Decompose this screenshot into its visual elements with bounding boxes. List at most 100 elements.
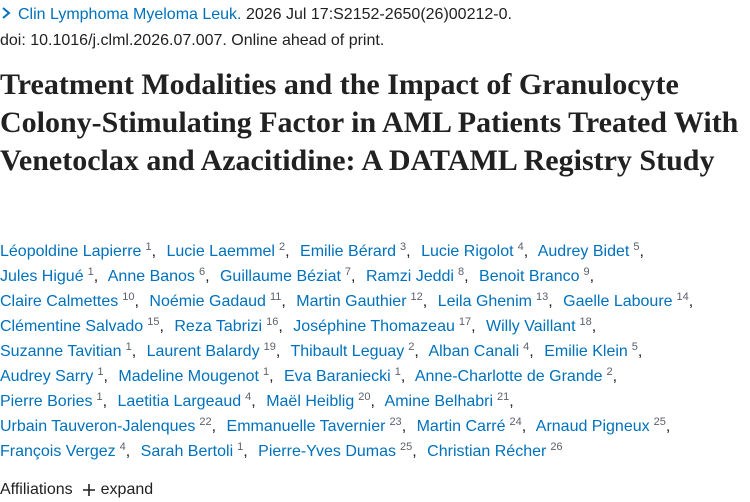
author-link[interactable]: Eva Baraniecki — [283, 368, 391, 385]
author-link[interactable]: Christian Récher — [427, 443, 547, 460]
affiliation-number[interactable]: 13 — [535, 291, 549, 303]
author-link[interactable]: Lucie Laemmel — [166, 243, 275, 260]
author-link[interactable]: Jules Higué — [0, 268, 84, 285]
author-link[interactable]: Gaelle Laboure — [563, 293, 673, 310]
author-link[interactable]: Laurent Balardy — [146, 343, 260, 360]
author-entry: Emilie Klein 5 — [544, 341, 648, 361]
author-link[interactable]: Amine Belhabri — [384, 393, 494, 410]
author-link[interactable]: Madeline Mougenot — [118, 368, 259, 385]
author-link[interactable]: Urbain Tauveron-Jalenques — [0, 418, 196, 435]
author-link[interactable]: Audrey Sarry — [0, 368, 94, 385]
author-link[interactable]: Guillaume Béziat — [219, 268, 341, 285]
author-entry: Anne-Charlotte de Grande 2 — [414, 366, 623, 386]
author-entry: Martin Gauthier 12 — [296, 291, 433, 311]
affiliation-number[interactable]: 1 — [145, 241, 152, 253]
author-entry: Madeline Mougenot 1 — [118, 366, 279, 386]
author-link[interactable]: Noémie Gadaud — [149, 293, 266, 310]
affiliation-number[interactable]: 1 — [87, 266, 94, 278]
affiliation-number[interactable]: 1 — [237, 441, 244, 453]
author-link[interactable]: Lucie Rigolot — [421, 243, 514, 260]
affiliation-number[interactable]: 5 — [633, 241, 640, 253]
author-link[interactable]: Thibault Leguay — [290, 343, 405, 360]
author-link[interactable]: Willy Vaillant — [486, 318, 576, 335]
author-link[interactable]: Arnaud Pigneux — [535, 418, 650, 435]
affiliation-number[interactable]: 4 — [119, 441, 126, 453]
affiliation-number[interactable]: 9 — [583, 266, 590, 278]
affiliation-number[interactable]: 15 — [147, 316, 160, 328]
author-link[interactable]: Emilie Klein — [544, 343, 628, 360]
author-link[interactable]: Joséphine Thomazeau — [293, 318, 455, 335]
affiliation-number[interactable]: 14 — [676, 291, 689, 303]
journal-link[interactable]: Clin Lymphoma Myeloma Leuk. — [18, 6, 242, 23]
author-link[interactable]: Benoit Branco — [479, 268, 580, 285]
author-link[interactable]: Laetitia Largeaud — [117, 393, 242, 410]
author-link[interactable]: Martin Gauthier — [296, 293, 407, 310]
affiliation-number[interactable]: 23 — [389, 416, 402, 428]
author-entry: Clémentine Salvado 15 — [0, 316, 170, 336]
author-entry: Leila Ghenim 13 — [437, 291, 559, 311]
author-link[interactable]: Léopoldine Lapierre — [0, 243, 142, 260]
affiliation-number[interactable]: 1 — [96, 391, 103, 403]
affiliation-number[interactable]: 16 — [266, 316, 279, 328]
author-link[interactable]: Martin Carré — [416, 418, 506, 435]
affiliation-number[interactable]: 19 — [263, 341, 276, 353]
author-link[interactable]: Emilie Bérard — [300, 243, 397, 260]
author-link[interactable]: Leila Ghenim — [437, 293, 532, 310]
affiliation-number[interactable]: 20 — [358, 391, 371, 403]
affiliation-number[interactable]: 4 — [517, 241, 524, 253]
affiliation-number[interactable]: 1 — [97, 366, 104, 378]
affiliation-number[interactable]: 18 — [579, 316, 592, 328]
author-entry: Suzanne Tavitian 1 — [0, 341, 142, 361]
affiliation-number[interactable]: 2 — [606, 366, 613, 378]
affiliation-number[interactable]: 2 — [278, 241, 286, 253]
author-entry: Lucie Rigolot 4 — [421, 241, 534, 261]
author-link[interactable]: Pierre-Yves Dumas — [258, 443, 396, 460]
author-link[interactable]: Anne-Charlotte de Grande — [414, 368, 603, 385]
affiliation-number[interactable]: 1 — [394, 366, 401, 378]
author-entry: Arnaud Pigneux 25 — [535, 416, 677, 436]
author-link[interactable]: François Vergez — [0, 443, 116, 460]
author-link[interactable]: Sarah Bertoli — [140, 443, 234, 460]
affiliation-number[interactable]: 26 — [550, 441, 563, 453]
author-link[interactable]: Reza Tabrizi — [174, 318, 263, 335]
affiliation-number[interactable]: 10 — [122, 291, 135, 303]
author-link[interactable]: Pierre Bories — [0, 393, 93, 410]
affiliation-number[interactable]: 4 — [245, 391, 252, 403]
affiliation-number[interactable]: 22 — [199, 416, 212, 428]
author-link[interactable]: Anne Banos — [107, 268, 195, 285]
affiliation-number[interactable]: 8 — [457, 266, 465, 278]
author-link[interactable]: Alban Canali — [428, 343, 520, 360]
affiliation-number[interactable]: 2 — [408, 341, 415, 353]
affiliation-number[interactable]: 1 — [262, 366, 270, 378]
affiliation-number[interactable]: 25 — [653, 416, 666, 428]
affiliation-number[interactable]: 6 — [198, 266, 206, 278]
affiliation-number[interactable]: 5 — [631, 341, 638, 353]
citation-details: 2026 Jul 17:S2152-2650(26)00212-0. — [245, 6, 512, 23]
affiliation-number[interactable]: 11 — [269, 291, 282, 303]
affiliation-number[interactable]: 25 — [400, 441, 413, 453]
author-link[interactable]: Audrey Bidet — [537, 243, 630, 260]
author-link[interactable]: Clémentine Salvado — [0, 318, 144, 335]
affiliation-number[interactable]: 7 — [344, 266, 352, 278]
affiliation-number[interactable]: 12 — [410, 291, 423, 303]
author-link[interactable]: Suzanne Tavitian — [0, 343, 122, 360]
affiliation-number[interactable]: 4 — [523, 341, 530, 353]
expand-label[interactable]: expand — [100, 481, 154, 498]
author-link[interactable]: Maël Heiblig — [266, 393, 355, 410]
author-link[interactable]: Claire Calmettes — [0, 293, 119, 310]
author-link[interactable]: Emmanuelle Tavernier — [226, 418, 386, 435]
affiliation-number[interactable]: 1 — [125, 341, 132, 353]
affiliation-number[interactable]: 24 — [509, 416, 522, 428]
author-link[interactable]: Ramzi Jeddi — [365, 268, 454, 285]
expand-button[interactable]: expand — [82, 478, 154, 502]
affiliation-number[interactable]: 21 — [497, 391, 510, 403]
author-entry: Willy Vaillant 18 — [486, 316, 602, 336]
affiliation-number[interactable]: 3 — [400, 241, 407, 253]
affiliation-number[interactable]: 17 — [458, 316, 472, 328]
